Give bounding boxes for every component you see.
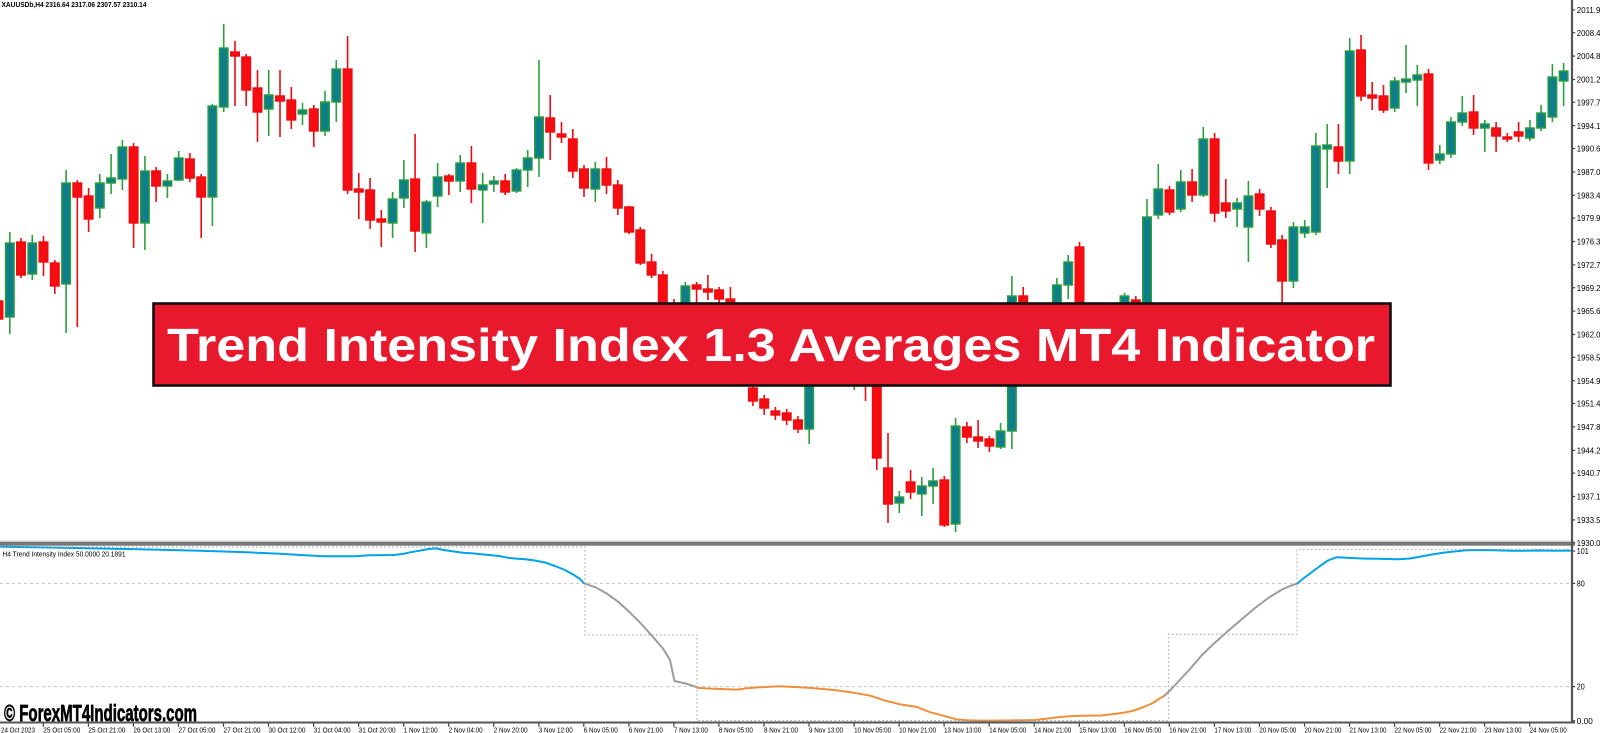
svg-text:23 Nov 13:00: 23 Nov 13:00	[1485, 725, 1522, 733]
svg-text:7 Nov 13:00: 7 Nov 13:00	[674, 725, 708, 733]
svg-text:1944.20: 1944.20	[1577, 445, 1600, 455]
svg-text:1997.70: 1997.70	[1577, 97, 1600, 107]
svg-text:6 Nov 05:00: 6 Nov 05:00	[584, 725, 618, 733]
svg-text:1990.60: 1990.60	[1577, 144, 1600, 154]
svg-text:1994.10: 1994.10	[1577, 121, 1600, 131]
svg-text:1930.00: 1930.00	[1577, 538, 1600, 548]
svg-text:1937.10: 1937.10	[1577, 492, 1600, 502]
svg-text:2 Nov 20:00: 2 Nov 20:00	[494, 725, 528, 733]
svg-text:1958.50: 1958.50	[1577, 352, 1600, 362]
svg-text:1933.50: 1933.50	[1577, 515, 1600, 525]
svg-text:20 Nov 21:00: 20 Nov 21:00	[1305, 725, 1342, 733]
svg-text:1954.90: 1954.90	[1577, 376, 1600, 386]
svg-text:1972.70: 1972.70	[1577, 260, 1600, 270]
svg-text:1979.90: 1979.90	[1577, 213, 1600, 223]
svg-text:31 Oct 20:00: 31 Oct 20:00	[359, 725, 396, 733]
svg-text:1 Nov 12:00: 1 Nov 12:00	[404, 725, 438, 733]
svg-text:25 Oct 21:00: 25 Oct 21:00	[88, 725, 125, 733]
svg-text:6 Nov 21:00: 6 Nov 21:00	[629, 725, 663, 733]
svg-text:Trend Intensity Index 1.3 Aver: Trend Intensity Index 1.3 Averages MT4 I…	[167, 319, 1375, 371]
svg-text:10 Nov 21:00: 10 Nov 21:00	[899, 725, 936, 733]
svg-text:© ForexMT4Indicators.com: © ForexMT4Indicators.com	[4, 700, 197, 726]
svg-text:1940.70: 1940.70	[1577, 468, 1600, 478]
svg-text:31 Oct 04:00: 31 Oct 04:00	[314, 725, 351, 733]
svg-text:14 Nov 21:00: 14 Nov 21:00	[1034, 725, 1071, 733]
svg-text:13 Nov 13:00: 13 Nov 13:00	[944, 725, 981, 733]
svg-text:27 Oct 21:00: 27 Oct 21:00	[224, 725, 261, 733]
svg-text:0.00: 0.00	[1577, 716, 1593, 726]
svg-text:1947.80: 1947.80	[1577, 422, 1600, 432]
svg-text:22 Nov 21:00: 22 Nov 21:00	[1440, 725, 1477, 733]
svg-text:16 Nov 21:00: 16 Nov 21:00	[1169, 725, 1206, 733]
svg-text:25 Oct 05:00: 25 Oct 05:00	[43, 725, 80, 733]
svg-text:22 Nov 05:00: 22 Nov 05:00	[1395, 725, 1432, 733]
svg-text:26 Oct 13:00: 26 Oct 13:00	[133, 725, 170, 733]
svg-text:1983.40: 1983.40	[1577, 190, 1600, 200]
svg-text:1976.30: 1976.30	[1577, 237, 1600, 247]
svg-text:1969.20: 1969.20	[1577, 283, 1600, 293]
svg-text:1987.00: 1987.00	[1577, 167, 1600, 177]
svg-text:14 Nov 05:00: 14 Nov 05:00	[989, 725, 1026, 733]
svg-text:27 Oct 05:00: 27 Oct 05:00	[179, 725, 216, 733]
svg-text:101: 101	[1577, 546, 1589, 556]
svg-text:2 Nov 04:00: 2 Nov 04:00	[449, 725, 483, 733]
svg-text:2011.90: 2011.90	[1577, 5, 1600, 15]
svg-text:2008.40: 2008.40	[1577, 28, 1600, 38]
svg-text:17 Nov 13:00: 17 Nov 13:00	[1214, 725, 1251, 733]
svg-text:1951.40: 1951.40	[1577, 399, 1600, 409]
svg-text:16 Nov 05:00: 16 Nov 05:00	[1124, 725, 1161, 733]
svg-text:8 Nov 05:00: 8 Nov 05:00	[719, 725, 753, 733]
svg-text:3 Nov 12:00: 3 Nov 12:00	[539, 725, 573, 733]
svg-text:24 Oct 2023: 24 Oct 2023	[1, 725, 35, 733]
svg-text:2004.80: 2004.80	[1577, 51, 1600, 61]
svg-text:10 Nov 05:00: 10 Nov 05:00	[854, 725, 891, 733]
svg-text:H4 Trend Intensity Index 50.00: H4 Trend Intensity Index 50.0000 20.1891	[3, 550, 126, 559]
svg-text:9 Nov 13:00: 9 Nov 13:00	[809, 725, 843, 733]
svg-text:XAUUSDb,H4 2316.64 2317.06 23: XAUUSDb,H4 2316.64 2317.06 2307.57 2310.…	[2, 0, 147, 9]
svg-text:20 Nov 05:00: 20 Nov 05:00	[1259, 725, 1296, 733]
svg-text:8 Nov 21:00: 8 Nov 21:00	[764, 725, 798, 733]
svg-text:15 Nov 13:00: 15 Nov 13:00	[1079, 725, 1116, 733]
svg-text:30 Oct 12:00: 30 Oct 12:00	[269, 725, 306, 733]
svg-text:80: 80	[1577, 579, 1585, 589]
svg-text:2001.20: 2001.20	[1577, 75, 1600, 85]
svg-text:24 Nov 05:00: 24 Nov 05:00	[1530, 725, 1567, 733]
svg-text:21 Nov 13:00: 21 Nov 13:00	[1350, 725, 1387, 733]
svg-text:20: 20	[1577, 682, 1585, 692]
svg-text:1962.00: 1962.00	[1577, 330, 1600, 340]
svg-text:1965.60: 1965.60	[1577, 306, 1600, 316]
